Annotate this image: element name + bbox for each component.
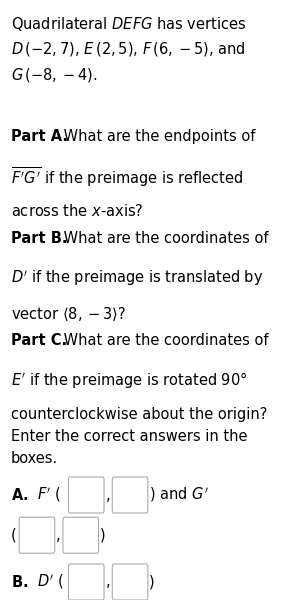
Text: $F'$ (: $F'$ (	[37, 486, 61, 504]
Text: $\mathit{D'}$ if the preimage is translated by: $\mathit{D'}$ if the preimage is transla…	[11, 268, 263, 288]
FancyBboxPatch shape	[68, 564, 104, 600]
Text: Part C.: Part C.	[11, 333, 67, 348]
Text: Part A.: Part A.	[11, 129, 68, 144]
Text: $\mathbf{B.}$: $\mathbf{B.}$	[11, 574, 28, 590]
Text: ,: ,	[105, 487, 110, 503]
Text: ): )	[149, 575, 155, 589]
FancyBboxPatch shape	[112, 564, 148, 600]
Text: ,: ,	[56, 528, 61, 542]
Text: What are the coordinates of: What are the coordinates of	[59, 333, 268, 348]
Text: Enter the correct answers in the
boxes.: Enter the correct answers in the boxes.	[11, 429, 247, 466]
Text: ) and $G'$: ) and $G'$	[149, 486, 209, 504]
Text: ): )	[100, 528, 105, 542]
Text: $\overline{F'G'}$ if the preimage is reflected: $\overline{F'G'}$ if the preimage is ref…	[11, 166, 244, 190]
FancyBboxPatch shape	[19, 517, 55, 553]
Text: $\mathit{E'}$ if the preimage is rotated $90°$: $\mathit{E'}$ if the preimage is rotated…	[11, 370, 247, 390]
Text: $D'$ (: $D'$ (	[37, 572, 64, 592]
Text: $\mathbf{A.}$: $\mathbf{A.}$	[11, 487, 28, 503]
Text: vector $\langle 8,-3\rangle$?: vector $\langle 8,-3\rangle$?	[11, 305, 126, 323]
FancyBboxPatch shape	[68, 477, 104, 513]
FancyBboxPatch shape	[63, 517, 98, 553]
Text: counterclockwise about the origin?: counterclockwise about the origin?	[11, 407, 267, 422]
Text: (: (	[11, 528, 17, 542]
Text: What are the coordinates of: What are the coordinates of	[59, 231, 268, 246]
Text: What are the endpoints of: What are the endpoints of	[59, 129, 255, 144]
Text: across the $x$-axis?: across the $x$-axis?	[11, 203, 143, 220]
FancyBboxPatch shape	[112, 477, 148, 513]
Text: Part B.: Part B.	[11, 231, 67, 246]
Text: Quadrilateral $\mathit{DEFG}$ has vertices
$\mathit{D}\,(-2,7)$, $\mathit{E}\,(2: Quadrilateral $\mathit{DEFG}$ has vertic…	[11, 15, 247, 84]
Text: ,: ,	[105, 575, 110, 589]
